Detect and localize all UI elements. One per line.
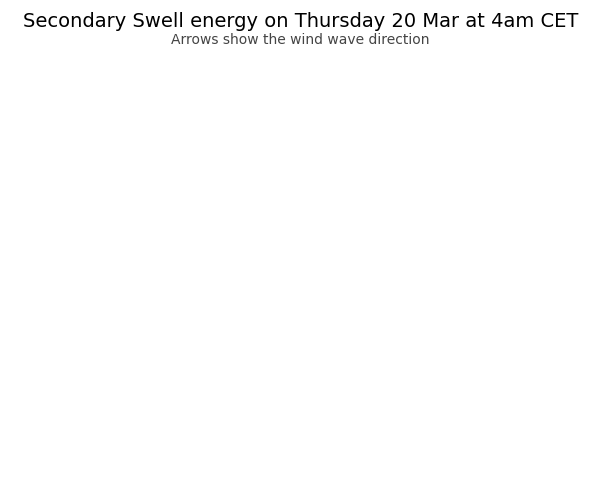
- Text: Arrows show the wind wave direction: Arrows show the wind wave direction: [171, 33, 430, 47]
- Text: Secondary Swell energy on Thursday 20 Mar at 4am CET: Secondary Swell energy on Thursday 20 Ma…: [23, 12, 578, 31]
